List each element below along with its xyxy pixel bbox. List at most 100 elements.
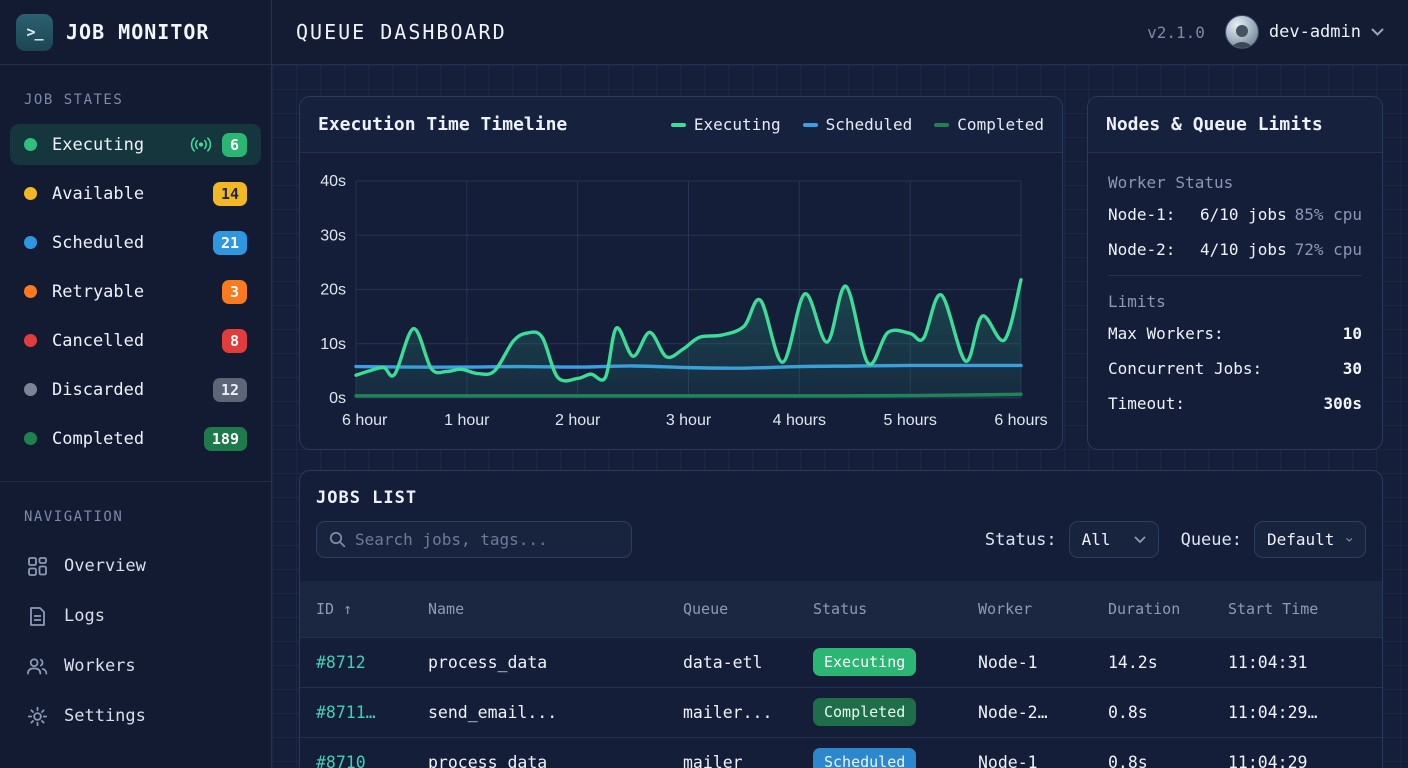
document-icon: [26, 606, 48, 627]
status-filter-label: Status:: [984, 529, 1057, 550]
search-input[interactable]: [355, 530, 619, 549]
sidebar-state-available[interactable]: Available 14: [10, 173, 261, 214]
sidebar-item-settings[interactable]: Settings: [0, 691, 271, 741]
top-header: QUEUE DASHBOARD v2.1.0 dev-admin: [272, 0, 1408, 65]
legend-item-executing[interactable]: Executing: [670, 115, 781, 134]
nav-item-label: Logs: [64, 606, 105, 626]
cell-duration: 14.2s: [1108, 652, 1158, 672]
version-label: v2.1.0: [1147, 22, 1205, 42]
status-badge: Executing: [813, 648, 917, 676]
sidebar-item-workers[interactable]: Workers: [0, 641, 271, 691]
sidebar: >_ JOB MONITOR JOB STATES Executing 6 Avai…: [0, 0, 272, 768]
count-badge: 21: [212, 230, 247, 255]
app-title: JOB MONITOR: [66, 20, 210, 44]
cell-queue: mailer...: [683, 702, 773, 722]
cell-start: 11:04:31: [1228, 652, 1308, 672]
svg-text:10s: 10s: [320, 336, 346, 353]
svg-text:30s: 30s: [320, 227, 346, 244]
user-menu[interactable]: dev-admin: [1224, 15, 1384, 49]
node-name: Node-1:: [1108, 205, 1176, 224]
sidebar-item-overview[interactable]: Overview: [0, 541, 271, 591]
column-header-3[interactable]: Status: [813, 599, 868, 618]
column-header-2[interactable]: Queue: [683, 599, 729, 618]
cell-start: 11:04:29: [1228, 752, 1308, 768]
svg-text:1 hour: 1 hour: [444, 412, 490, 429]
chart-title: Execution Time Timeline: [318, 114, 568, 135]
nav-item-label: Overview: [64, 556, 146, 576]
job-id-link[interactable]: #8712: [316, 652, 366, 672]
svg-text:20s: 20s: [320, 282, 346, 299]
jobs-table-header-row: ID ↑ Name Queue Status Worker Duration Start T…: [300, 581, 1382, 637]
sidebar-state-executing[interactable]: Executing 6: [10, 124, 261, 165]
person-silhouette-icon: [1229, 25, 1254, 48]
worker-status-row: Node-2: 4/10 jobs 72% cpu: [1108, 240, 1362, 262]
nav-list: Overview Logs Workers Settings: [0, 541, 271, 741]
sidebar-state-cancelled[interactable]: Cancelled 8: [10, 320, 261, 361]
users-icon: [26, 656, 48, 676]
limits-label: Limits: [1108, 292, 1166, 311]
legend-label: Completed: [957, 115, 1044, 134]
search-box[interactable]: [316, 521, 632, 558]
jobs-list-title: JOBS LIST: [316, 488, 418, 508]
count-badge: 189: [203, 426, 247, 451]
chevron-down-icon: [1346, 537, 1353, 542]
cell-duration: 0.8s: [1108, 702, 1148, 722]
svg-text:6 hours: 6 hours: [994, 412, 1047, 429]
state-label: Retryable: [52, 281, 145, 302]
terminal-icon: >_: [16, 13, 53, 51]
svg-text:2 hour: 2 hour: [555, 412, 601, 429]
sidebar-state-retryable[interactable]: Retryable 3: [10, 271, 261, 312]
column-header-5[interactable]: Duration: [1108, 599, 1181, 618]
job-id-link[interactable]: #8710: [316, 752, 366, 768]
limit-row: Timeout: 300s: [1108, 394, 1362, 416]
table-row[interactable]: #8711… send_email... mailer... Completed Nod…: [300, 687, 1382, 737]
cell-start: 11:04:29…: [1228, 702, 1318, 722]
timeline-chart: 0s 10s 20s 30s 40s 6 hour 1 hour 2 hour 3 hour 4 …: [320, 173, 1047, 429]
svg-text:4 hours: 4 hours: [773, 412, 826, 429]
filters: Status: All Queue: Default: [985, 521, 1366, 558]
job-id-link[interactable]: #8711…: [316, 702, 376, 722]
status-filter-dropdown[interactable]: All: [1068, 521, 1159, 558]
limit-value: 10: [1342, 324, 1362, 343]
column-header-1[interactable]: Name: [428, 599, 465, 618]
column-header-0[interactable]: ID ↑: [316, 599, 353, 618]
legend-swatch: [934, 122, 950, 127]
sidebar-item-logs[interactable]: Logs: [0, 591, 271, 641]
status-badge: Scheduled: [813, 748, 917, 768]
queue-filter-dropdown[interactable]: Default: [1254, 521, 1366, 558]
table-row[interactable]: #8712 process_data data-etl Executing Node-1…: [300, 637, 1382, 687]
sidebar-state-discarded[interactable]: Discarded 12: [10, 369, 261, 410]
cell-queue: mailer: [683, 752, 743, 768]
status-dot: [24, 383, 37, 396]
legend-swatch: [802, 122, 818, 127]
cell-duration: 0.8s: [1108, 752, 1148, 768]
legend-item-completed[interactable]: Completed: [934, 115, 1044, 134]
status-dot: [24, 285, 37, 298]
worker-status-label: Worker Status: [1108, 173, 1234, 192]
limit-label: Concurrent Jobs:: [1108, 359, 1263, 378]
cell-id: #8712: [300, 637, 428, 687]
sidebar-state-completed[interactable]: Completed 189: [10, 418, 261, 459]
svg-text:6 hour: 6 hour: [342, 412, 388, 429]
cell-status: Executing: [813, 637, 978, 687]
cell-status: Completed: [813, 687, 978, 737]
cell-status: Scheduled: [813, 737, 978, 768]
column-header-6[interactable]: Start Time: [1228, 599, 1319, 618]
header-right: v2.1.0 dev-admin: [1147, 15, 1384, 49]
cell-name: process_data: [428, 752, 548, 768]
nav-item-label: Workers: [64, 656, 136, 676]
app-logo: >_ JOB MONITOR: [0, 0, 271, 65]
dashboard-content: Execution Time Timeline Executing Schedul…: [272, 65, 1408, 768]
node-cpu: 72% cpu: [1294, 240, 1362, 259]
node-cpu: 85% cpu: [1294, 205, 1362, 224]
state-label: Scheduled: [52, 232, 145, 253]
live-broadcast-icon: [190, 137, 212, 152]
sidebar-state-scheduled[interactable]: Scheduled 21: [10, 222, 261, 263]
table-row[interactable]: #8710 process_data mailer Scheduled Node-1 0.…: [300, 737, 1382, 768]
legend-item-scheduled[interactable]: Scheduled: [802, 115, 912, 134]
column-header-4[interactable]: Worker: [978, 599, 1033, 618]
state-label: Discarded: [52, 379, 145, 400]
count-badge: 3: [221, 279, 247, 304]
cell-name: send_email...: [428, 702, 558, 722]
